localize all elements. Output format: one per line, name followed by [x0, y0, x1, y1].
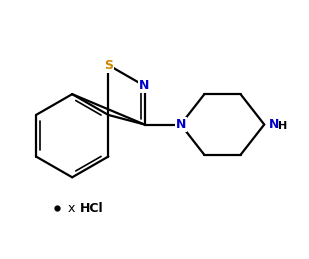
Text: S: S	[104, 59, 113, 71]
Text: x: x	[68, 202, 75, 215]
Text: N: N	[139, 79, 150, 92]
Text: N: N	[269, 118, 279, 131]
Text: HCl: HCl	[80, 202, 104, 215]
Text: N: N	[176, 118, 186, 131]
Text: H: H	[277, 121, 287, 131]
